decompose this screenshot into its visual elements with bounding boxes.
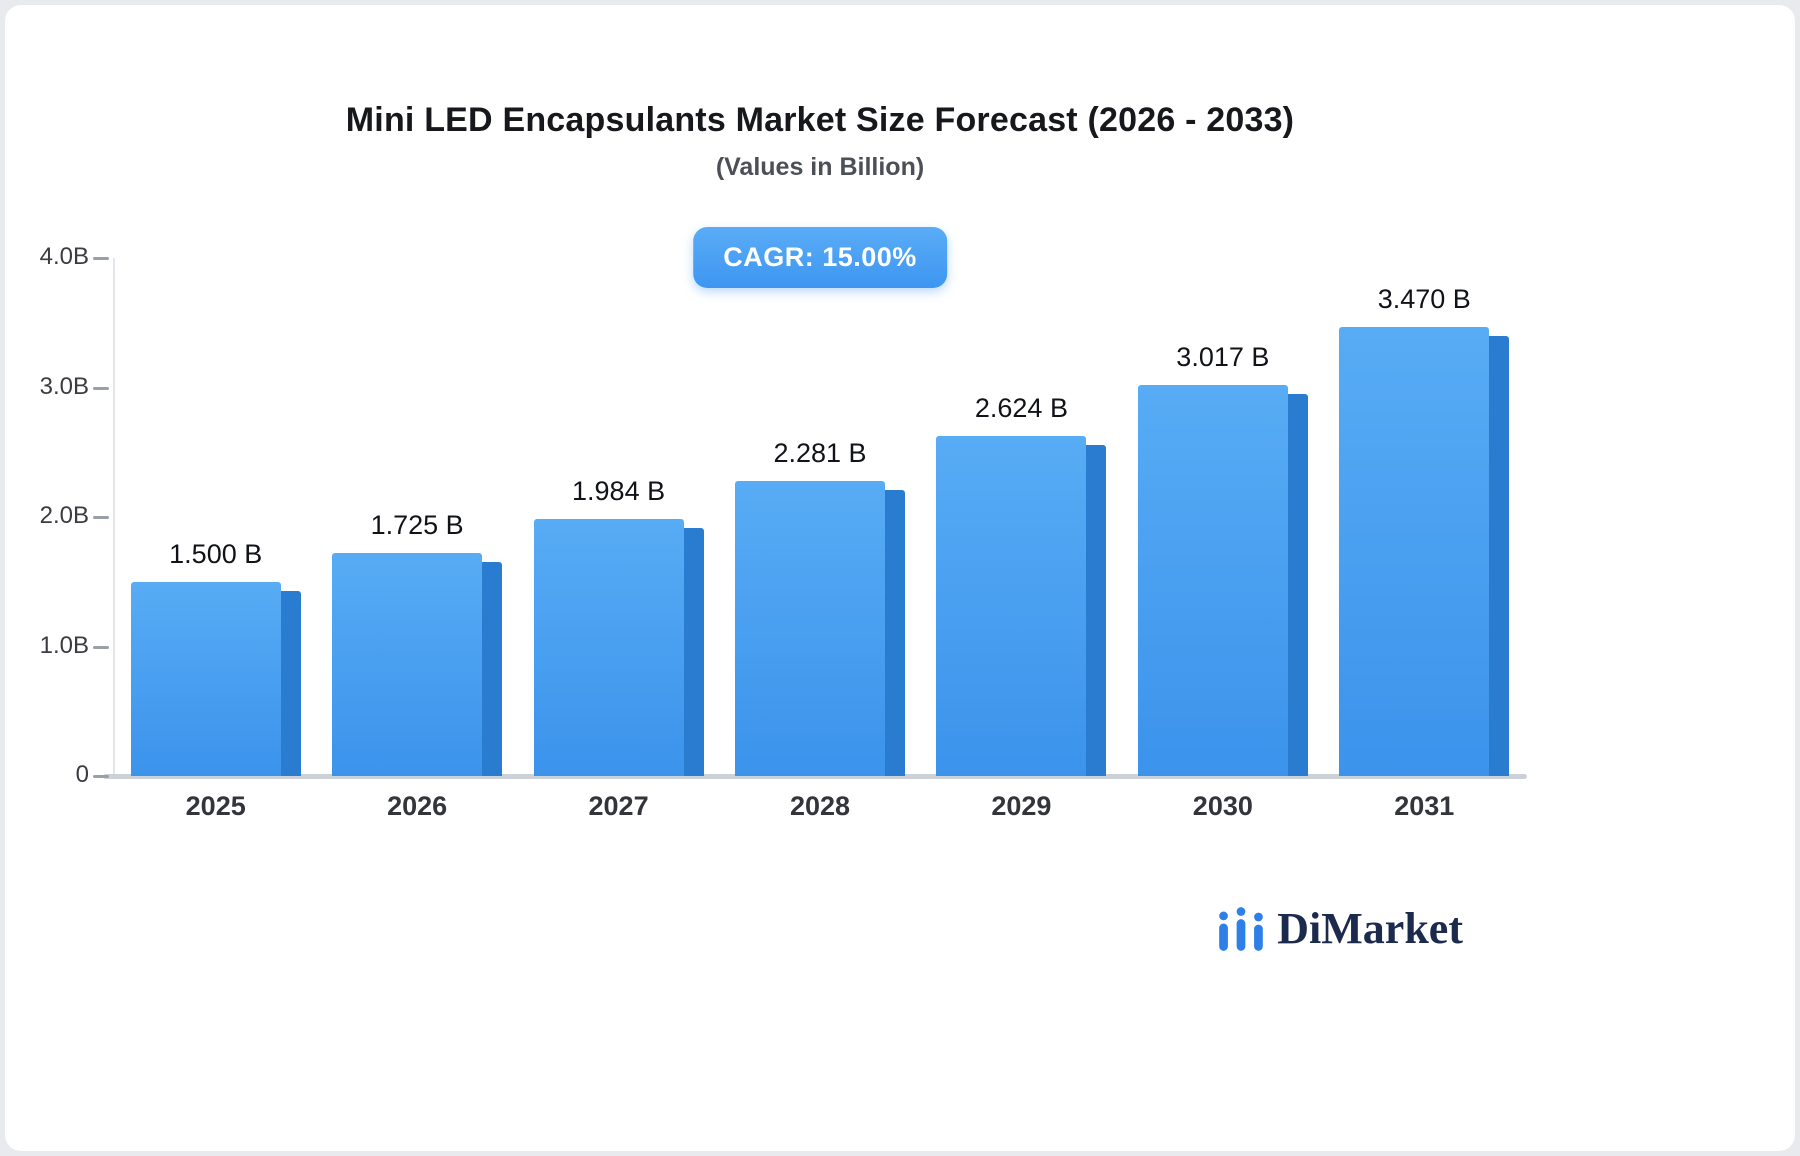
x-axis-label: 2031 xyxy=(1394,791,1455,821)
x-axis-label: 2027 xyxy=(588,791,649,821)
bar[interactable]: 3.017 B xyxy=(1137,342,1308,776)
y-tick-mark xyxy=(93,386,109,390)
chart-card: Mini LED Encapsulants Market Size Foreca… xyxy=(5,5,1795,1151)
bar-side xyxy=(1287,394,1308,776)
brand-name: DiMarket xyxy=(1277,904,1463,953)
bar[interactable]: 1.500 B xyxy=(130,539,301,776)
bar-side xyxy=(1086,445,1107,776)
x-axis-label: 2029 xyxy=(991,791,1052,821)
x-axis-label: 2026 xyxy=(387,791,448,821)
bar-face xyxy=(130,581,281,776)
bar-value-label: 3.017 B xyxy=(1176,342,1270,373)
bar-value-label: 3.470 B xyxy=(1377,283,1471,314)
bar-side xyxy=(1489,335,1510,776)
dimarket-logo-icon xyxy=(1219,907,1264,951)
bar-face xyxy=(936,436,1087,776)
chart-subtitle: (Values in Billion) xyxy=(715,153,925,181)
bar-face xyxy=(1137,385,1288,776)
bar[interactable]: 1.725 B xyxy=(332,510,503,776)
bar-value-label: 2.281 B xyxy=(773,437,867,468)
bar-face xyxy=(735,480,885,776)
bar-face xyxy=(332,552,483,776)
bar[interactable]: 3.470 B xyxy=(1339,284,1510,776)
bar-value-label: 2.624 B xyxy=(974,393,1068,424)
bar-side xyxy=(482,561,503,776)
y-tick-label: 0 xyxy=(75,761,89,788)
y-axis-line xyxy=(113,258,115,776)
bar[interactable]: 2.281 B xyxy=(735,438,905,776)
y-tick-label: 2.0B xyxy=(39,502,89,529)
x-axis-label: 2030 xyxy=(1192,791,1253,821)
y-tick-label: 4.0B xyxy=(39,243,89,270)
cagr-badge: CAGR: 15.00% xyxy=(693,227,947,288)
y-tick-mark xyxy=(93,257,109,260)
bar-face xyxy=(533,519,684,776)
bar-value-label: 1.725 B xyxy=(370,509,464,540)
bar[interactable]: 1.984 B xyxy=(533,476,704,776)
chart-area: 1.500 B 1.725 B 1.984 B 2.281 B 2.624 B 3.017… xyxy=(5,5,1795,1151)
y-tick-mark xyxy=(93,645,109,649)
y-tick-mark xyxy=(93,516,109,519)
bar-side xyxy=(280,590,301,776)
y-tick-label: 3.0B xyxy=(39,372,89,400)
x-axis-baseline xyxy=(103,774,1527,779)
bar-value-label: 1.984 B xyxy=(572,476,666,507)
bar-side xyxy=(885,489,905,776)
x-axis-label: 2025 xyxy=(185,791,246,821)
chart-title: Mini LED Encapsulants Market Size Foreca… xyxy=(345,101,1295,139)
bar-side xyxy=(683,528,704,776)
bar[interactable]: 2.624 B xyxy=(936,393,1107,776)
x-axis-label: 2028 xyxy=(789,791,851,821)
brand-logo: DiMarket xyxy=(1217,907,1463,951)
plot-area: 1.500 B 1.725 B 1.984 B 2.281 B 2.624 B 3.017… xyxy=(115,258,1525,776)
bar-face xyxy=(1339,326,1490,776)
y-tick-label: 1.0B xyxy=(39,631,89,659)
y-tick-mark xyxy=(93,775,109,778)
bar-value-label: 1.500 B xyxy=(169,538,263,569)
